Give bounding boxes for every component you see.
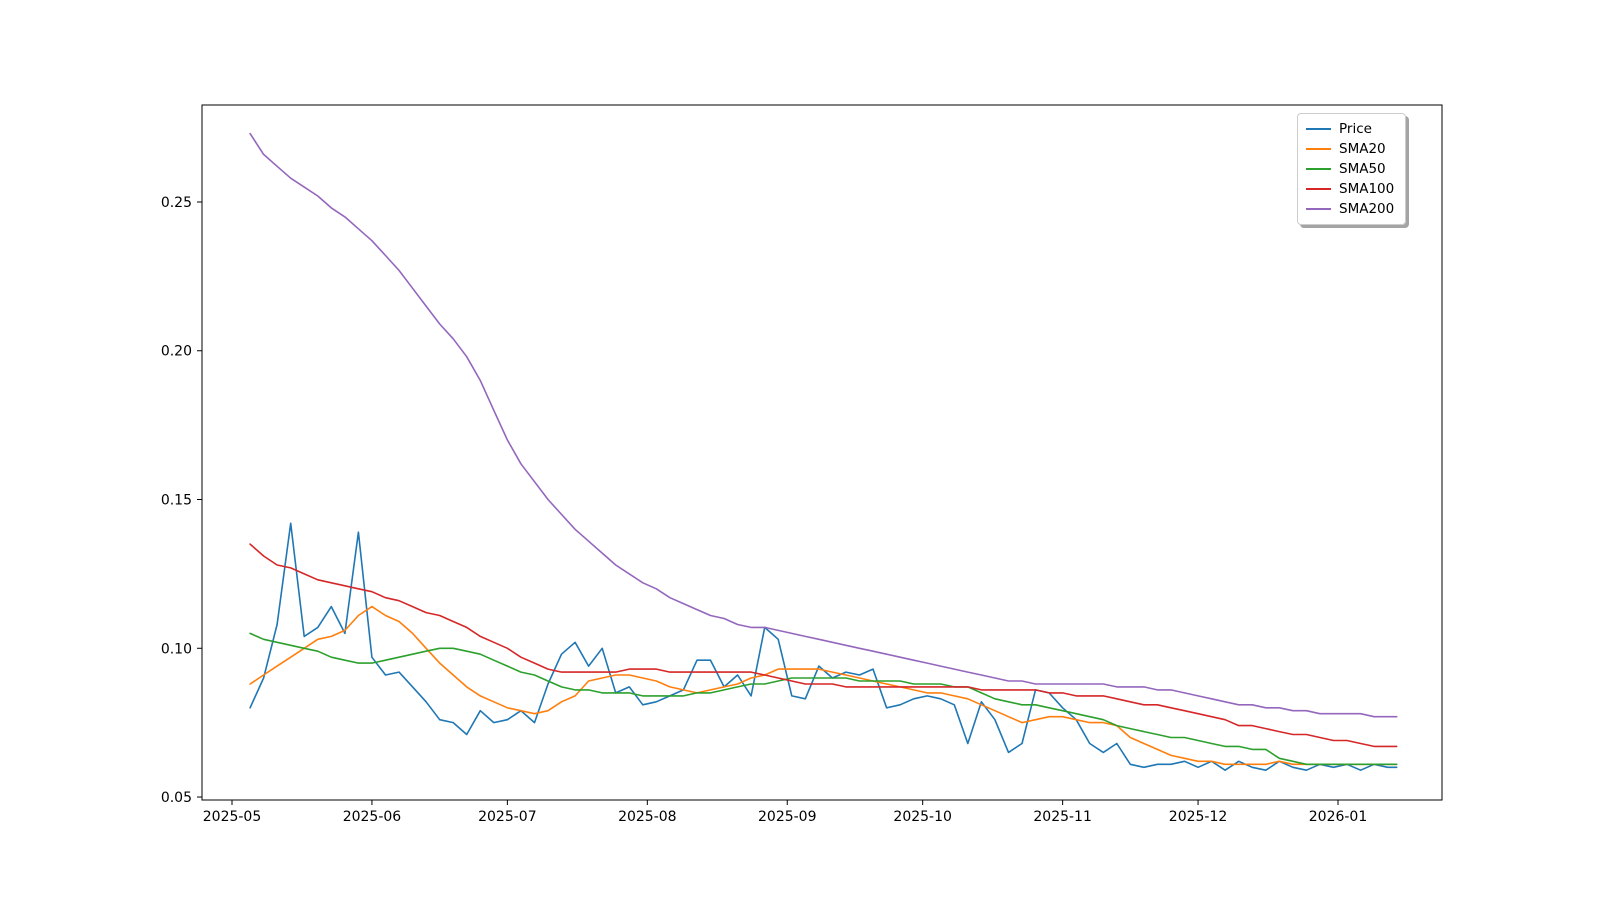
legend-label-sma200: SMA200 [1339,201,1395,217]
x-tick-label: 2025-07 [478,809,537,825]
x-tick-label: 2025-06 [343,809,402,825]
y-tick-label: 0.10 [161,641,192,657]
x-tick-label: 2026-01 [1309,809,1368,825]
x-tick-label: 2025-08 [618,809,677,825]
sma20-line [249,605,1398,766]
x-tick-label: 2025-10 [893,809,952,825]
legend-item-sma50: SMA50 [1306,159,1397,179]
sma200-line [249,132,1398,718]
y-tick-label: 0.25 [161,195,192,211]
legend-line-sample-sma100 [1306,187,1331,191]
y-tick-label: 0.20 [161,344,192,360]
legend-label-sma50: SMA50 [1339,161,1386,177]
legend-line-sample-sma200 [1306,207,1331,211]
price-line [249,522,1398,772]
x-tick-label: 2025-09 [758,809,817,825]
legend-line-sample-sma20 [1306,147,1331,151]
x-tick-label: 2025-11 [1033,809,1092,825]
legend: Price SMA20 SMA50 SMA100 SMA200 [1297,113,1406,225]
legend-line-sample-price [1306,127,1331,131]
legend-label-sma20: SMA20 [1339,141,1386,157]
legend-label-sma100: SMA100 [1339,181,1395,197]
legend-label-price: Price [1339,121,1372,137]
y-tick-label: 0.15 [161,493,192,509]
sma100-line [249,543,1398,748]
x-tick-label: 2025-05 [203,809,262,825]
legend-item-price: Price [1306,119,1397,139]
sma50-line [249,632,1398,766]
x-tick-label: 2025-12 [1169,809,1228,825]
legend-item-sma20: SMA20 [1306,139,1397,159]
legend-line-sample-sma50 [1306,167,1331,171]
axes-frame [201,104,1443,801]
y-tick-label: 0.05 [161,790,192,806]
legend-item-sma100: SMA100 [1306,179,1397,199]
legend-item-sma200: SMA200 [1306,199,1397,219]
